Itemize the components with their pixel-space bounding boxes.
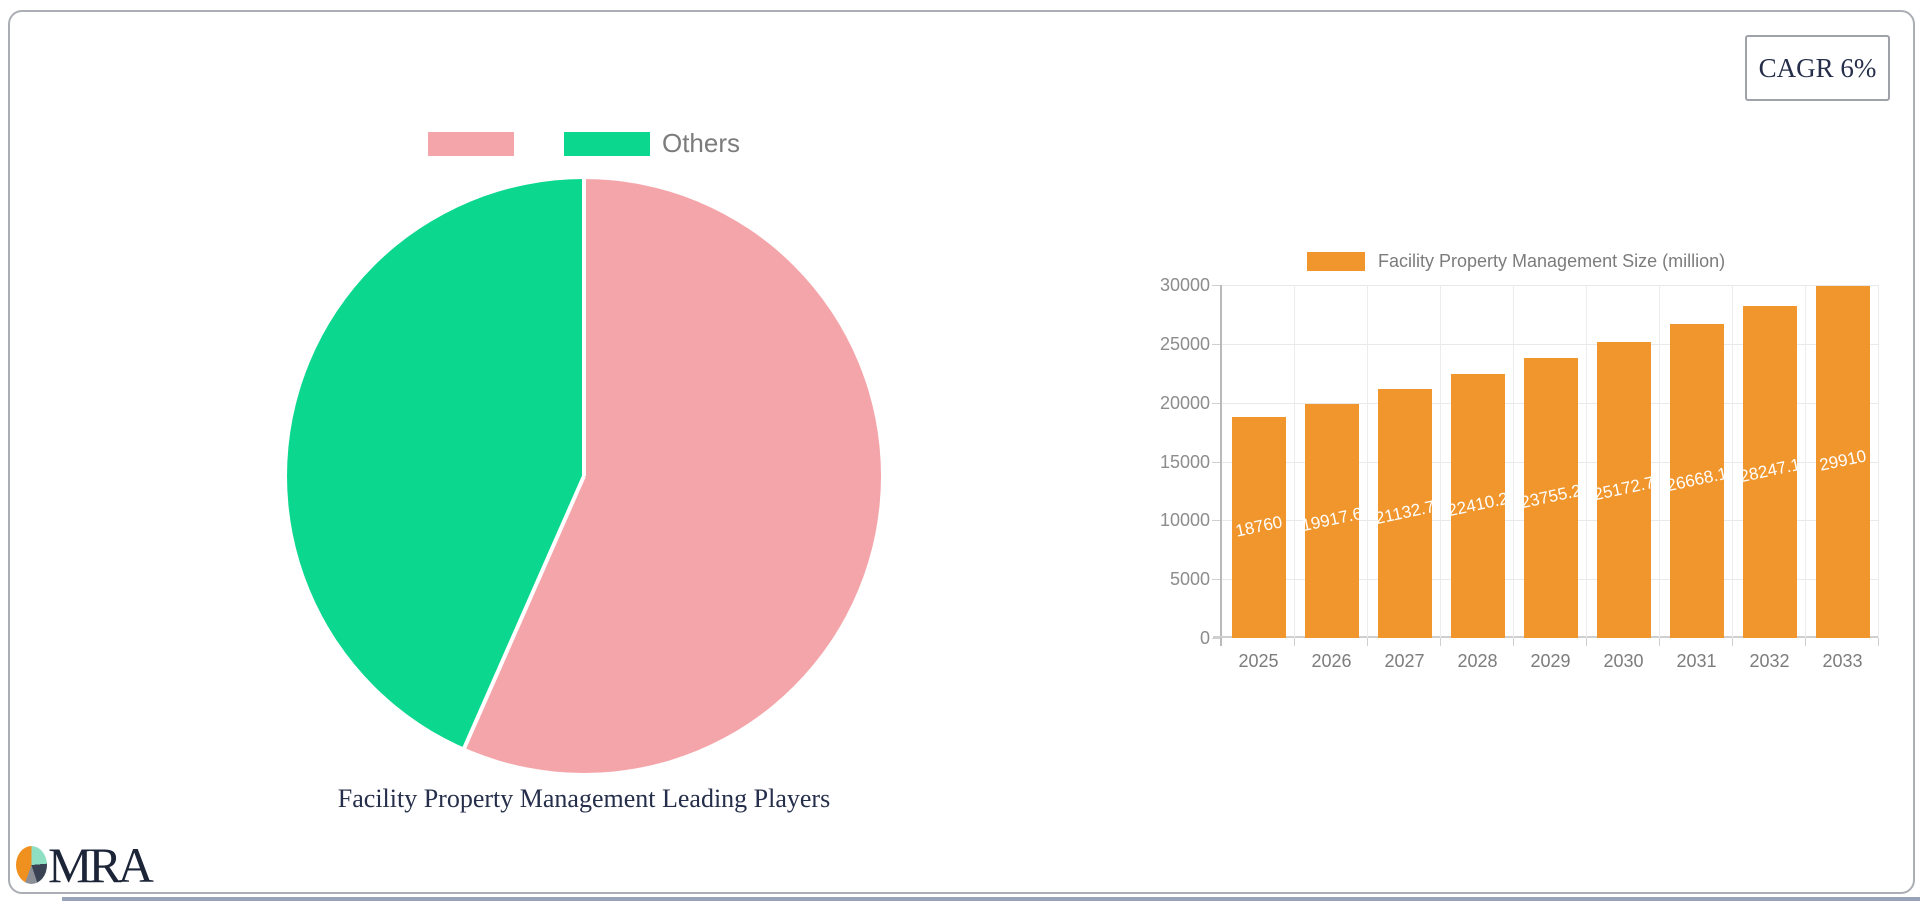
gridline [1222,343,1879,345]
legend-swatch-pink [427,131,514,156]
y-tick-mark [1212,343,1220,345]
gridline [1586,285,1587,638]
bar-2032 [1742,305,1797,638]
x-tick-mark [1440,638,1441,646]
bar-2026 [1304,403,1359,638]
bar-2025 [1231,417,1286,638]
bar-2033 [1815,286,1870,638]
x-axis-category-label: 2029 [1530,651,1571,671]
pie-legend-item [427,131,526,156]
x-tick-mark [1586,638,1587,646]
x-tick-mark [1805,638,1806,646]
x-axis-category-label: 2027 [1384,651,1425,671]
x-axis-category-label: 2030 [1603,651,1644,671]
x-tick-mark [1513,638,1514,646]
x-axis-category-label: 2028 [1457,651,1498,671]
x-tick-mark [1367,638,1368,646]
y-tick-mark [1212,579,1220,581]
y-tick-mark [1212,285,1220,286]
y-axis-tick-label: 25000 [1159,333,1210,354]
bar-2028 [1450,374,1505,638]
y-axis-tick-label: 15000 [1159,451,1210,472]
gridline [1367,285,1368,638]
y-axis-line [1220,285,1222,646]
bar-legend-label: Facility Property Management Size (milli… [1378,251,1726,271]
gridline [1805,285,1806,638]
logo-text: MRA [48,837,154,893]
pie-logo-icon [16,846,47,884]
y-axis-tick-label: 10000 [1159,510,1210,531]
pie-legend-label: Others [661,128,741,158]
y-tick-mark [1212,520,1220,522]
y-axis-tick-label: 20000 [1159,392,1210,413]
pie-chart-title: Facility Property Management Leading Pla… [337,784,831,813]
cagr-badge-label: CAGR 6% [1758,52,1877,83]
bar-2027 [1377,389,1432,638]
mra-logo: MRA [16,837,154,893]
bar-2029 [1523,358,1578,638]
pie-slice-divider [462,475,586,749]
gridline [1659,285,1660,638]
x-axis-category-label: 2031 [1676,651,1717,671]
y-axis-tick-label: 0 [1199,628,1210,648]
pie-slice-divider [582,179,586,476]
x-axis-category-label: 2033 [1822,651,1863,671]
bar-plot-area: 0 5000 10000 15000 20000 25000 30000 18760 2025 1… [1160,275,1879,671]
y-tick-mark [1212,638,1220,639]
x-axis-category-label: 2025 [1238,651,1279,671]
bottom-accent-bar [62,897,1920,901]
x-tick-mark [1294,638,1295,646]
cagr-badge: CAGR 6% [1745,35,1890,101]
gridline [1513,285,1514,638]
pie-legend-item: Others [563,128,741,159]
y-tick-mark [1212,461,1220,463]
legend-swatch-green [563,131,650,156]
gridline [1878,285,1879,638]
bar-2030 [1596,341,1651,638]
bar-legend: Facility Property Management Size (milli… [1307,251,1725,272]
y-axis-tick-label: 5000 [1169,569,1210,590]
x-tick-mark [1659,638,1660,646]
x-tick-mark [1878,638,1879,646]
y-axis-tick-label: 30000 [1159,275,1210,295]
pie-legend: Others [287,128,881,159]
bar-2031 [1669,324,1724,638]
gridline [1440,285,1441,638]
gridline [1732,285,1733,638]
x-axis-category-label: 2032 [1749,651,1790,671]
pie-chart [287,179,881,773]
x-tick-mark [1732,638,1733,646]
x-axis-category-label: 2026 [1311,651,1352,671]
y-tick-mark [1212,402,1220,404]
gridline [1294,285,1295,638]
gridline [1222,285,1879,286]
legend-swatch-orange [1307,252,1365,271]
